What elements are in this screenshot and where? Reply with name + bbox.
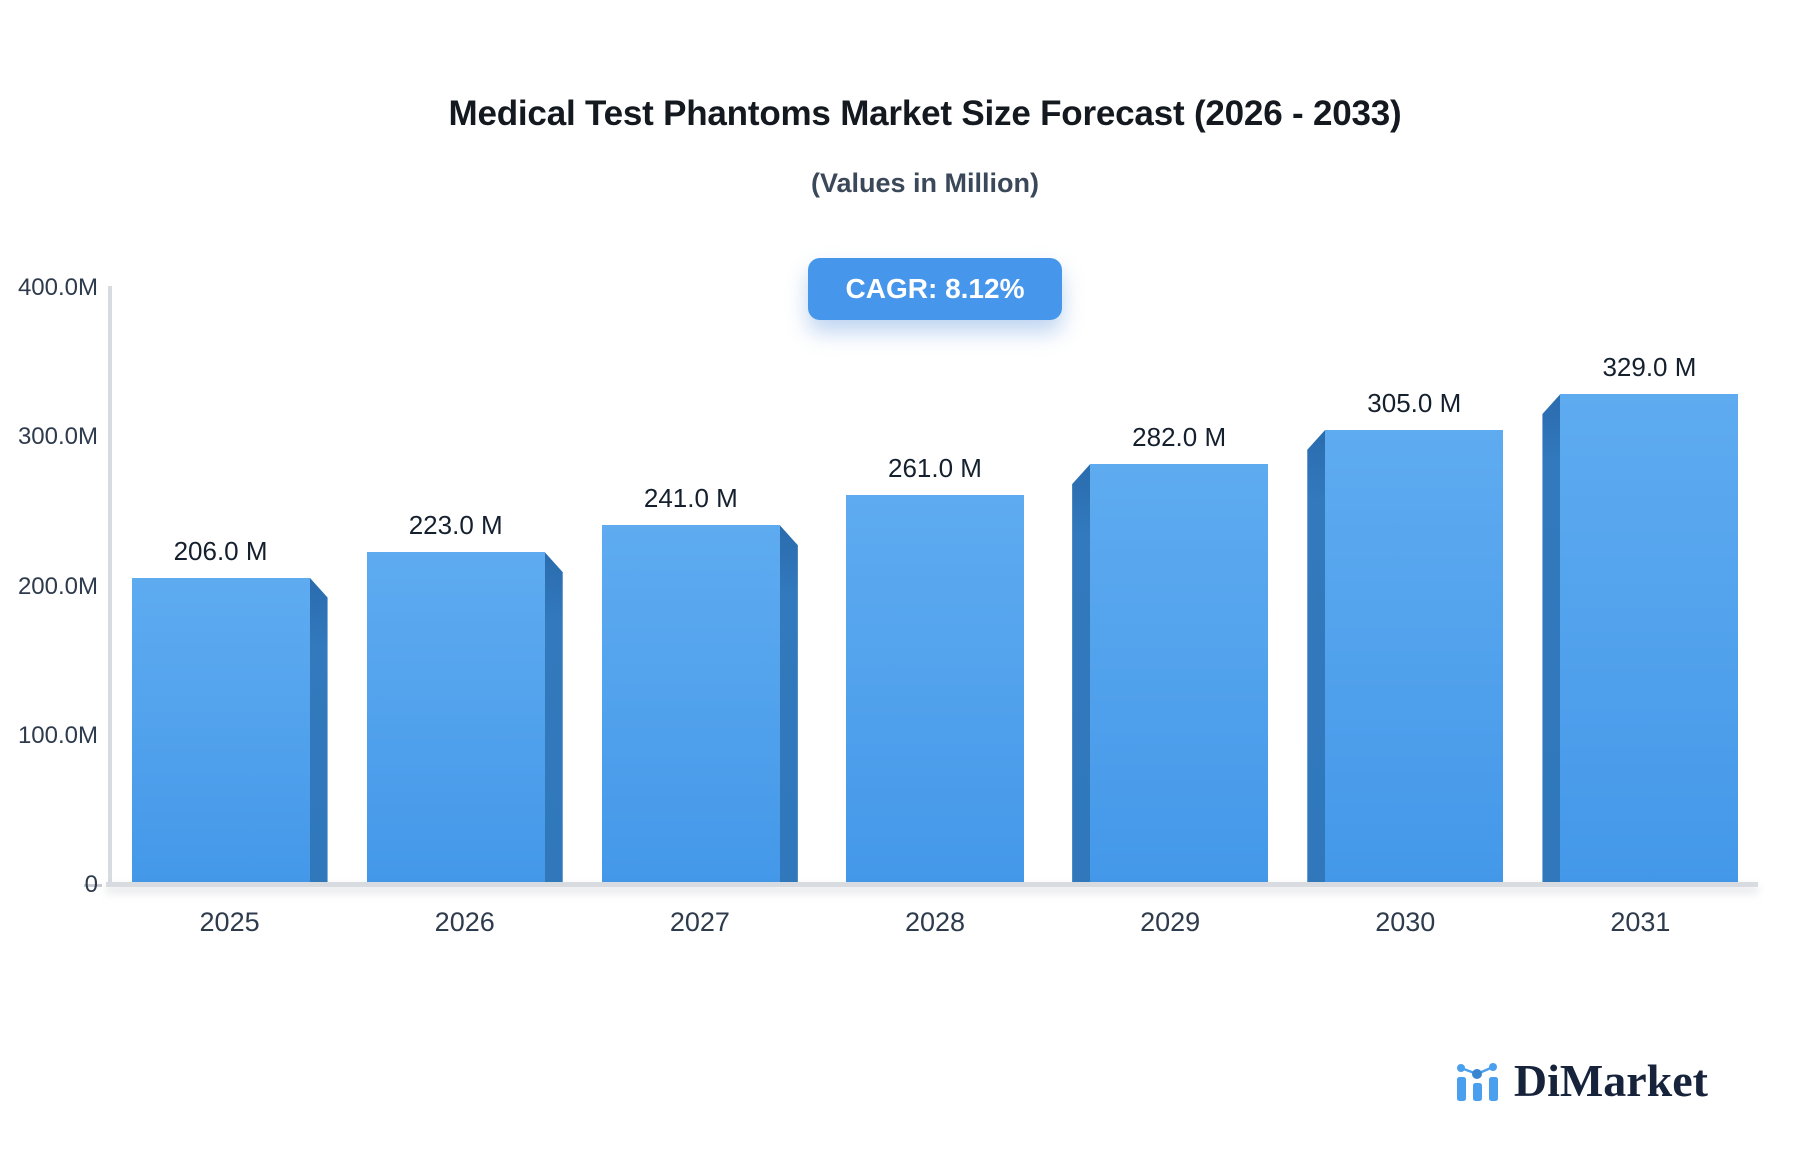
- y-axis-zero-tick: [84, 884, 102, 887]
- x-axis-label-2025: 2025: [199, 907, 260, 937]
- bar-face: [131, 577, 310, 885]
- bar-face: [1560, 393, 1739, 885]
- bar-value-label: 282.0 M: [1132, 422, 1227, 453]
- bar-face: [1325, 429, 1504, 885]
- bar-face: [601, 525, 780, 885]
- bar-side-face: [1542, 393, 1561, 885]
- bar-side-face: [309, 577, 328, 885]
- bar-side-face: [779, 525, 798, 885]
- bar-value-label: 206.0 M: [173, 535, 268, 566]
- bar-side-face: [1072, 464, 1091, 885]
- bar-value-label: 241.0 M: [643, 483, 738, 514]
- y-tick-label: 200.0M: [17, 572, 98, 600]
- bar-side-face: [1307, 429, 1326, 885]
- x-axis-label-2028: 2028: [904, 907, 966, 937]
- y-tick-label: 400.0M: [17, 274, 98, 301]
- bar-value-label: 329.0 M: [1602, 351, 1697, 382]
- bar-face: [846, 495, 1024, 885]
- bar-2028[interactable]: 261.0 M: [837, 453, 1033, 885]
- x-axis-label-2030: 2030: [1375, 907, 1436, 937]
- bar-side-face: [544, 552, 563, 885]
- bar-2029[interactable]: 282.0 M: [1072, 422, 1269, 885]
- dimarket-logo-icon: [1456, 1063, 1498, 1101]
- chart-subtitle: (Values in Million): [810, 168, 1040, 198]
- y-tick-label: 300.0M: [17, 423, 98, 451]
- x-axis-line: [106, 882, 1758, 887]
- x-axis-label-2031: 2031: [1610, 907, 1671, 937]
- cagr-badge: CAGR: 8.12%: [807, 258, 1063, 320]
- bar-face: [366, 552, 545, 885]
- bar-2031[interactable]: 329.0 M: [1542, 352, 1739, 885]
- bar-2026[interactable]: 223.0 M: [366, 510, 563, 885]
- cagr-badge-wrap: CAGR: 8.12%: [112, 258, 1758, 320]
- bar-face: [1090, 464, 1269, 885]
- bar-value-label: 261.0 M: [888, 453, 982, 484]
- x-axis-label-2027: 2027: [669, 907, 730, 937]
- bar-value-label: 305.0 M: [1367, 387, 1462, 418]
- bar-2025[interactable]: 206.0 M: [131, 536, 328, 885]
- bar-2030[interactable]: 305.0 M: [1307, 388, 1504, 885]
- y-tick-label: 0: [84, 871, 98, 898]
- bar-2027[interactable]: 241.0 M: [601, 483, 798, 885]
- x-axis-label-2029: 2029: [1140, 907, 1201, 937]
- bar-value-label: 223.0 M: [408, 510, 503, 541]
- x-axis-label-2026: 2026: [434, 907, 495, 937]
- y-tick-label: 100.0M: [17, 721, 98, 749]
- y-axis-line: [108, 286, 112, 886]
- dimarket-logo-text: DiMarket: [1513, 1055, 1708, 1106]
- dimarket-logo: DiMarket: [1454, 1058, 1708, 1104]
- chart-title: Medical Test Phantoms Market Size Foreca…: [448, 94, 1402, 133]
